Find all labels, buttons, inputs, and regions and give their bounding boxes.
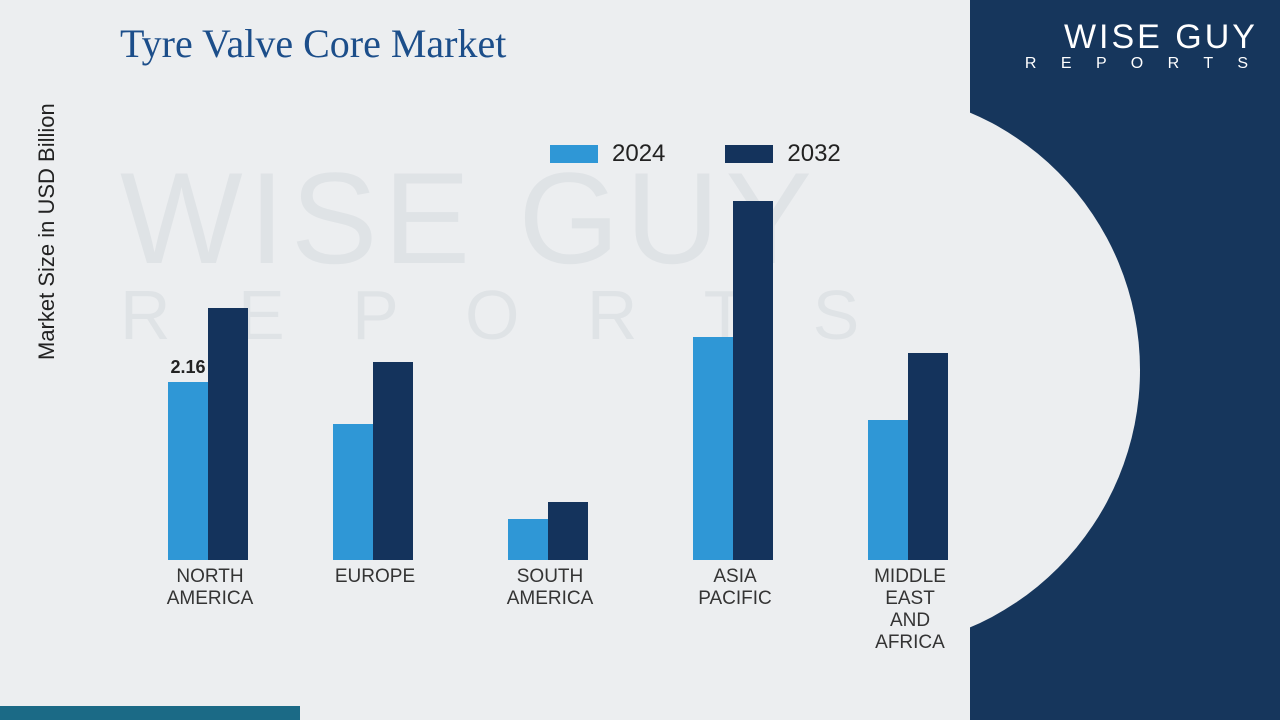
bar-2032: [908, 353, 948, 560]
legend-item-2024: 2024: [550, 140, 665, 168]
y-axis-label: Market Size in USD Billion: [34, 103, 60, 360]
footer-accent: [0, 706, 300, 720]
category-label: EUROPE: [315, 566, 435, 588]
category-label: SOUTHAMERICA: [490, 566, 610, 610]
bar-2032: [208, 308, 248, 560]
brand-logo: WISE GUY R E P O R T S: [1025, 18, 1258, 73]
category-label: MIDDLEEASTANDAFRICA: [850, 566, 970, 653]
value-label: 2.16: [158, 357, 218, 378]
bar-2024: [693, 337, 733, 560]
bar-2032: [373, 362, 413, 560]
legend-label-2024: 2024: [612, 140, 665, 168]
chart-stage: WISE GUY R E P O R T S Tyre Valve Core M…: [0, 0, 1280, 720]
plot-area: 2.16: [100, 180, 1040, 560]
chart-title: Tyre Valve Core Market: [120, 20, 506, 67]
bar-2024: [508, 519, 548, 560]
category-label: ASIAPACIFIC: [675, 566, 795, 610]
legend-swatch-2032: [725, 145, 773, 163]
bar-2032: [733, 201, 773, 560]
legend-label-2032: 2032: [787, 140, 840, 168]
category-label: NORTHAMERICA: [150, 566, 270, 610]
legend-swatch-2024: [550, 145, 598, 163]
legend: 2024 2032: [550, 140, 841, 168]
bar-2032: [548, 502, 588, 560]
brand-line1: WISE GUY: [1025, 18, 1258, 57]
bar-2024: [868, 420, 908, 560]
bar-2024: [168, 382, 208, 560]
legend-item-2032: 2032: [725, 140, 840, 168]
bar-2024: [333, 424, 373, 560]
brand-line2: R E P O R T S: [1025, 55, 1258, 73]
